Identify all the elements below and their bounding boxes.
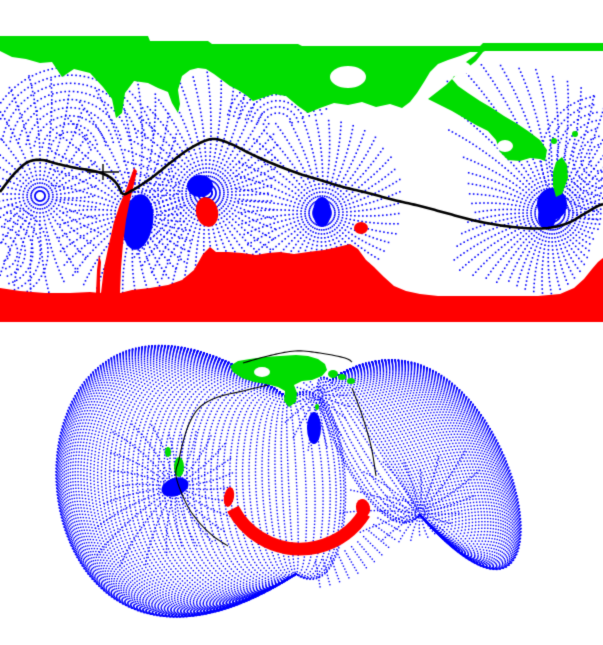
globe-panel-canvas [0,332,603,645]
map-panel-canvas [0,0,603,332]
